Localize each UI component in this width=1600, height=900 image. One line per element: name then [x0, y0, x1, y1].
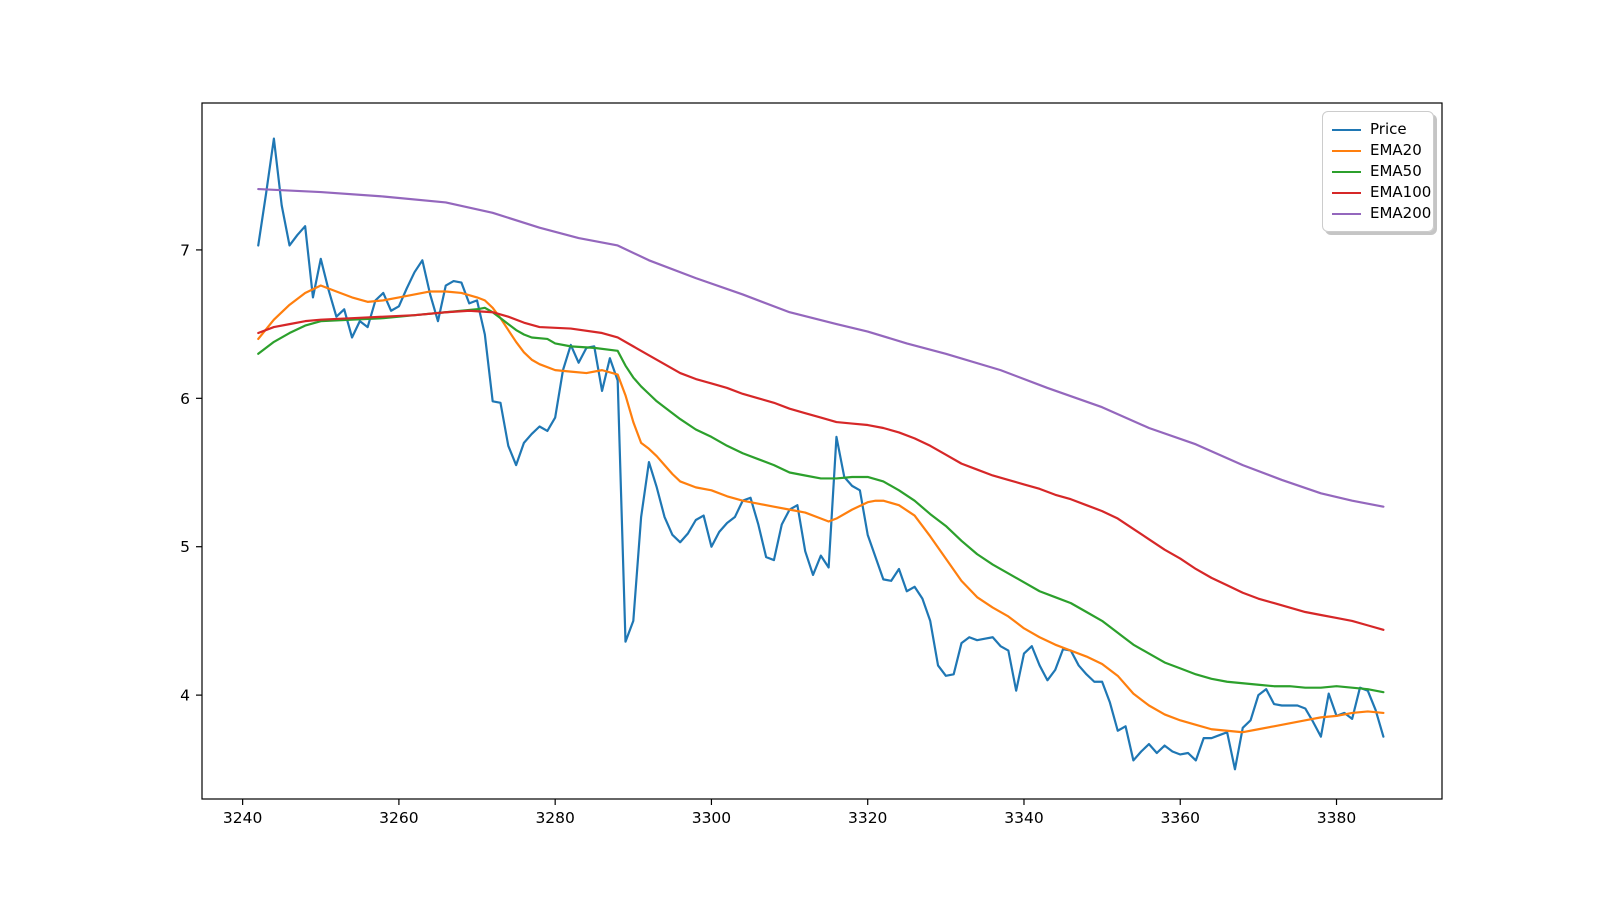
legend-item-ema20: EMA20: [1332, 140, 1424, 161]
y-tick-label: 7: [180, 241, 190, 259]
legend-line-sample-ema50: [1332, 170, 1361, 173]
legend-label: EMA200: [1370, 204, 1432, 222]
x-tick-label: 3340: [1004, 809, 1043, 827]
legend-label: EMA20: [1370, 141, 1422, 159]
plot-frame: [201, 102, 1443, 800]
x-tick-label: 3240: [223, 809, 262, 827]
x-tick-label: 3380: [1317, 809, 1356, 827]
series-line-ema50: [257, 306, 1385, 694]
series-line-ema100: [257, 309, 1385, 631]
y-tick-label: 5: [180, 538, 190, 556]
series-line-price: [257, 137, 1385, 771]
x-tick-label: 3260: [379, 809, 418, 827]
legend-label: EMA50: [1370, 162, 1422, 180]
y-tick-label: 4: [180, 687, 190, 705]
legend-label: EMA100: [1370, 183, 1432, 201]
legend-item-price: Price: [1332, 119, 1424, 140]
axes-spines: [201, 102, 1443, 800]
series-lines: [257, 137, 1385, 771]
legend: Price EMA20 EMA50 EMA100 EMA200: [1322, 111, 1434, 232]
x-tick-label: 3320: [848, 809, 887, 827]
y-axis-ticks: 4 5 6 7: [180, 241, 202, 705]
y-tick-label: 6: [180, 390, 190, 408]
legend-item-ema200: EMA200: [1332, 203, 1431, 224]
legend-line-sample-ema100: [1332, 191, 1361, 194]
legend-label: Price: [1370, 120, 1407, 138]
series-line-ema200: [257, 187, 1385, 508]
legend-line-sample-ema20: [1332, 149, 1361, 152]
legend-item-ema100: EMA100: [1332, 182, 1431, 203]
legend-item-ema50: EMA50: [1332, 161, 1424, 182]
legend-line-sample-price: [1332, 128, 1361, 131]
x-axis-ticks: 3240 3260 3280 3300 3320 3340 3360 3380: [223, 799, 1356, 827]
legend-line-sample-ema200: [1332, 212, 1361, 215]
x-tick-label: 3280: [535, 809, 574, 827]
x-tick-label: 3360: [1161, 809, 1200, 827]
series-line-ema20: [257, 284, 1385, 734]
x-tick-label: 3300: [692, 809, 731, 827]
